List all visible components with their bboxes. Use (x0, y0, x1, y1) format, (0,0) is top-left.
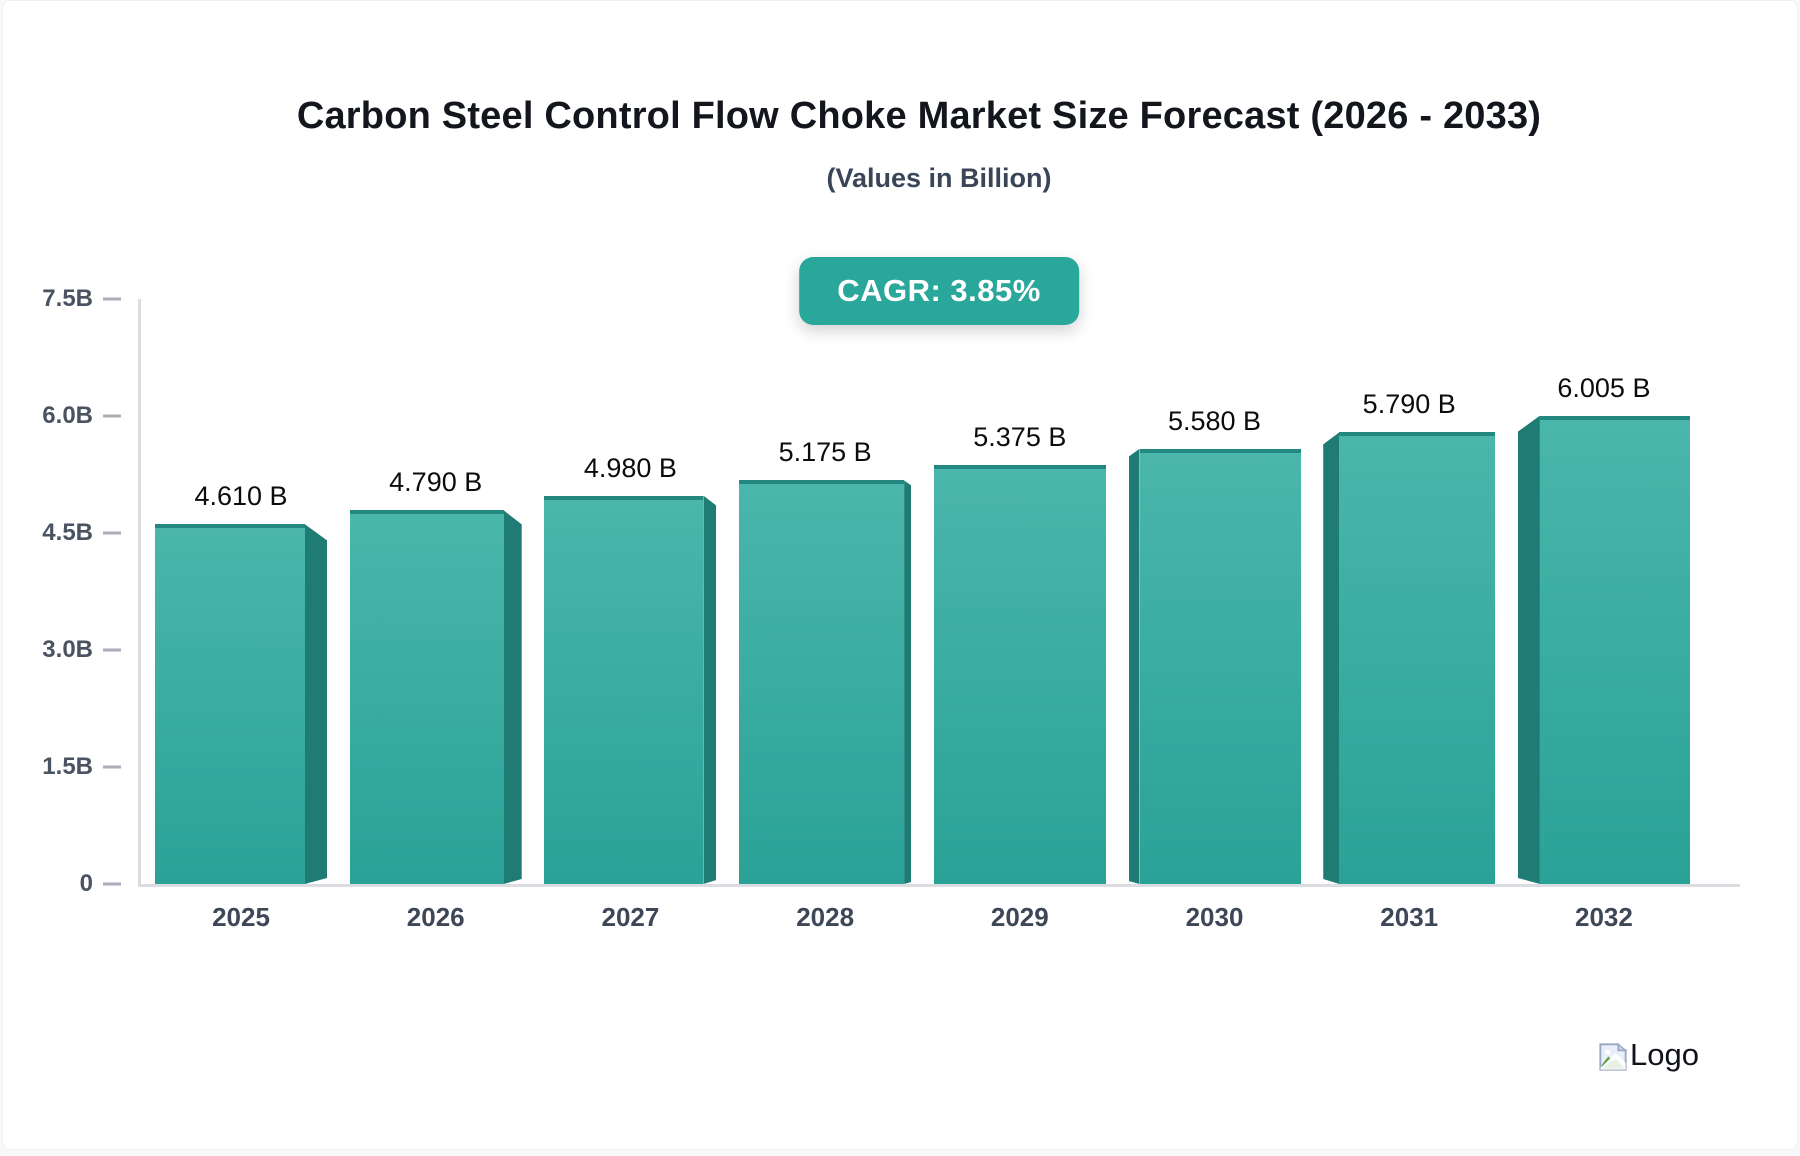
y-axis-tick-label: 4.5B (42, 519, 93, 546)
bar-2025 (155, 524, 327, 884)
bar-value-label: 5.375 B (973, 421, 1067, 452)
bar-face (933, 464, 1106, 884)
bar-2029 (933, 464, 1106, 884)
bar-side-face (305, 524, 327, 884)
bar-side-face (904, 480, 911, 884)
bar-2031 (1323, 432, 1496, 884)
bar-value-label: 6.005 B (1557, 372, 1651, 403)
x-axis-label-2032: 2032 (1575, 902, 1633, 932)
plot-area: 4.610 B 2025 4.790 B 2026 4.980 B 2027 5.175 B… (42, 285, 1740, 932)
bar-2028 (739, 480, 911, 884)
bar-group-2025: 4.610 B 2025 (155, 299, 327, 932)
y-axis-tick-label: 7.5B (42, 285, 93, 312)
y-axis-tick (103, 297, 121, 301)
y-axis-tick (103, 531, 121, 535)
bar-group-2028: 5.175 B 2028 (739, 299, 911, 932)
bar-face (1539, 415, 1690, 884)
chart-title: Carbon Steel Control Flow Choke Market S… (296, 95, 1542, 137)
bar-value-label: 4.790 B (389, 467, 483, 498)
bar-face (349, 510, 504, 884)
x-axis-label-2025: 2025 (212, 902, 270, 932)
bar-value-label: 5.580 B (1167, 405, 1262, 436)
bar-side-face (703, 496, 716, 884)
y-axis-tick (103, 765, 121, 769)
cagr-badge: CAGR: 3.85% (799, 257, 1079, 325)
bar-group-2029: 5.375 B 2029 (933, 299, 1106, 932)
bar-value-label: 4.980 B (583, 452, 677, 483)
bar-2032 (1518, 415, 1690, 884)
bars-container: 4.610 B 2025 4.790 B 2026 4.980 B 2027 5.175 B… (141, 299, 1740, 932)
bar-value-label: 4.610 B (194, 481, 288, 512)
y-axis-tick-label: 3.0B (42, 636, 93, 663)
bar-group-2031: 5.790 B 2031 (1323, 299, 1496, 932)
y-axis-tick (103, 648, 121, 652)
bar-value-label: 5.790 B (1362, 389, 1456, 420)
bar-face (1339, 432, 1496, 884)
bar-group-2030: 5.580 B 2030 (1129, 299, 1301, 932)
y-axis-tick (103, 414, 121, 418)
bar-side-face (1129, 449, 1140, 884)
x-axis-label-2028: 2028 (796, 902, 855, 932)
bar-face (739, 480, 905, 884)
x-axis-label-2026: 2026 (406, 902, 465, 932)
bar-face (1139, 448, 1301, 884)
broken-image-icon (1597, 1037, 1629, 1073)
bar-side-face (1518, 416, 1540, 884)
bar-2030 (1129, 448, 1301, 884)
bar-side-face (504, 510, 522, 884)
x-axis-label-2027: 2027 (601, 902, 660, 932)
y-axis-tick-label: 1.5B (42, 753, 93, 780)
logo-placeholder: Logo (1597, 1037, 1699, 1073)
bar-group-2032: 6.005 B 2032 (1518, 299, 1690, 932)
y-axis-tick-label: 0 (79, 870, 93, 897)
bar-group-2027: 4.980 B 2027 (544, 299, 716, 932)
bar-side-face (1323, 432, 1339, 884)
chart-area: Carbon Steel Control Flow Choke Market S… (42, 1, 1740, 1149)
bar-2026 (349, 510, 522, 884)
y-axis-tick-label: 6.0B (42, 402, 93, 429)
bar-face (544, 495, 704, 884)
bar-group-2026: 4.790 B 2026 (349, 299, 522, 932)
bar-face (155, 524, 305, 884)
y-axis-tick (103, 882, 121, 886)
chart-subtitle: (Values in Billion) (826, 163, 1052, 193)
x-axis-label-2030: 2030 (1185, 902, 1244, 932)
bar-2027 (544, 495, 716, 884)
x-axis-label-2029: 2029 (990, 902, 1049, 932)
bar-value-label: 5.175 B (778, 437, 872, 468)
x-axis-label-2031: 2031 (1380, 902, 1439, 932)
logo-alt-text: Logo (1630, 1037, 1699, 1072)
